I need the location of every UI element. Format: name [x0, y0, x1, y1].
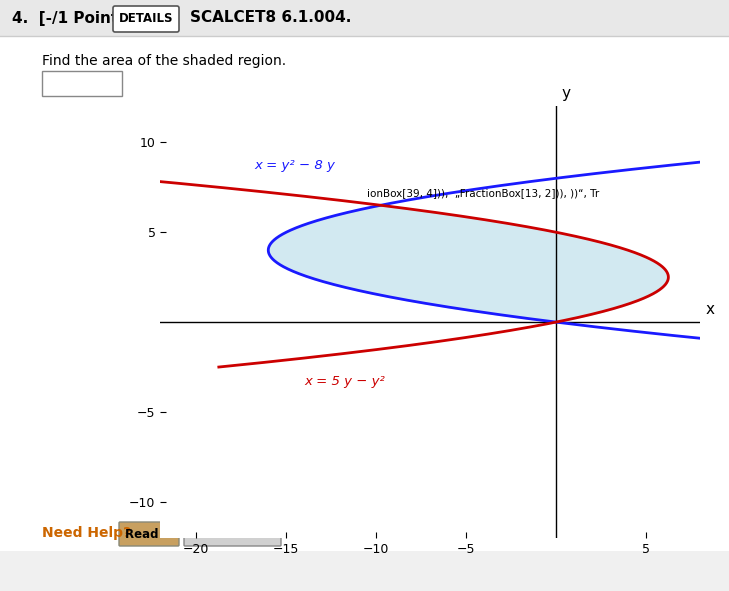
Text: Find the area of the shaded region.: Find the area of the shaded region. — [42, 54, 286, 68]
FancyBboxPatch shape — [119, 522, 179, 546]
Text: Need Help?: Need Help? — [42, 526, 131, 540]
Text: SCALCET8 6.1.004.: SCALCET8 6.1.004. — [190, 11, 351, 25]
FancyBboxPatch shape — [184, 522, 281, 546]
Text: Read It: Read It — [125, 528, 173, 541]
Bar — [0, 0, 729, 36]
Text: Talk to a Tutor: Talk to a Tutor — [190, 528, 273, 541]
Text: DETAILS: DETAILS — [119, 12, 174, 25]
Bar — [42, 71, 122, 96]
Text: y: y — [561, 86, 570, 101]
Text: x = 5 y − y²: x = 5 y − y² — [304, 375, 385, 388]
Text: x = y² − 8 y: x = y² − 8 y — [255, 160, 335, 173]
Text: ionBox[39, 4])),  „FractionBox[13, 2])), ))“, Tr: ionBox[39, 4])), „FractionBox[13, 2])), … — [367, 189, 599, 198]
Text: 4.  [-/1 Points]: 4. [-/1 Points] — [12, 11, 134, 25]
FancyBboxPatch shape — [113, 6, 179, 32]
Text: x: x — [705, 301, 714, 317]
Bar — [0, 37, 729, 551]
